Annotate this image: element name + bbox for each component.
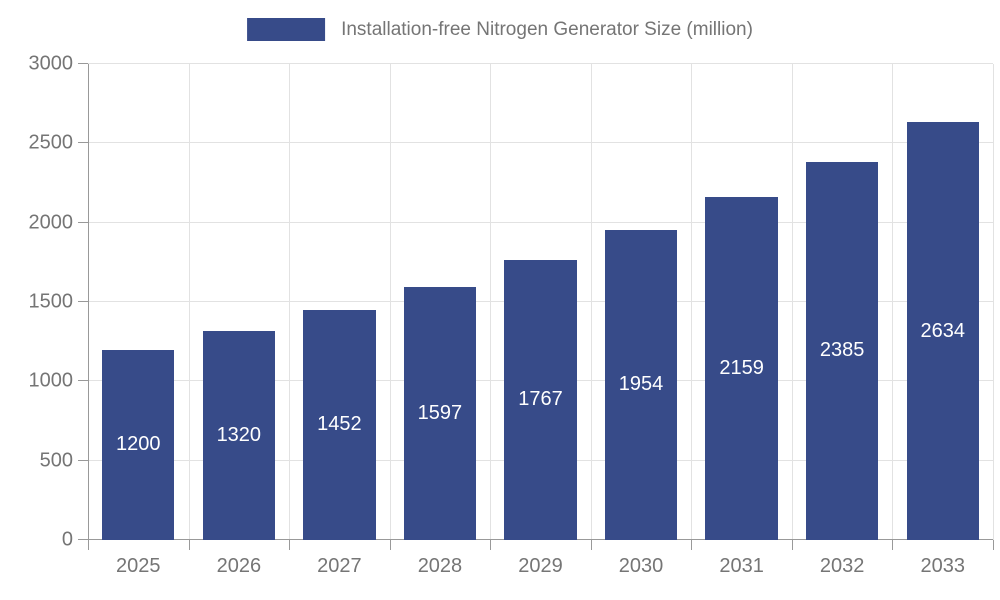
x-axis-tick-label: 2029 (518, 555, 563, 577)
y-axis-tick-label: 2500 (28, 131, 74, 154)
x-gridline (691, 64, 693, 540)
bar-2029: 1767 (504, 259, 577, 540)
y-axis-tick (78, 142, 88, 144)
legend-label: Installation-free Nitrogen Generator Siz… (341, 18, 753, 40)
y-axis-tick-label: 500 (39, 449, 73, 472)
chart-legend[interactable]: Installation-free Nitrogen Generator Siz… (247, 18, 753, 41)
bar-value-label: 1597 (417, 401, 463, 424)
bar-value-label: 1954 (618, 373, 664, 396)
bar-2032: 2385 (805, 161, 879, 540)
y-axis-tick-label: 2000 (28, 211, 74, 234)
x-axis-tick (691, 540, 693, 550)
x-axis-tick (590, 540, 592, 550)
y-axis-tick (78, 539, 88, 540)
bar-value-label: 1320 (216, 423, 262, 446)
bar-value-label: 2159 (719, 357, 764, 380)
y-axis-tick (78, 221, 88, 223)
y-axis-tick-label: 0 (61, 528, 73, 551)
x-gridline (289, 64, 291, 540)
x-axis-tick-label: 2030 (618, 555, 664, 577)
y-axis-tick-label: 1500 (28, 290, 74, 313)
x-axis-tick (389, 540, 391, 550)
plot-area: 1200 1320 1452 1597 1767 1954 2159 2385 2634 0 50… (29, 53, 994, 577)
y-gridline (88, 221, 993, 223)
y-gridline (88, 142, 993, 144)
bar-2025: 1200 (102, 349, 175, 540)
y-axis-line (88, 64, 89, 540)
x-axis-tick (791, 540, 793, 550)
bar-2030: 1954 (604, 229, 678, 540)
x-axis-tick (993, 540, 994, 550)
bar-2031: 2159 (705, 197, 778, 540)
y-axis-tick-label: 1000 (28, 369, 74, 392)
x-axis-tick (289, 540, 291, 550)
x-gridline (490, 64, 492, 540)
x-axis-tick (892, 540, 894, 550)
bar-value-label: 1452 (317, 413, 362, 436)
bar-2033: 2634 (906, 122, 979, 540)
y-axis-tick (78, 380, 88, 382)
x-axis-tick-label: 2027 (317, 555, 362, 577)
bar-2028: 1597 (403, 286, 477, 540)
x-gridline (791, 64, 793, 540)
x-axis-tick (490, 540, 492, 550)
bar-2026: 1320 (202, 330, 276, 540)
y-axis-tick (78, 301, 88, 302)
x-gridline (389, 64, 391, 540)
x-axis-tick-label: 2031 (719, 555, 764, 577)
y-axis-tick (78, 459, 88, 461)
x-axis-tick-label: 2026 (216, 555, 262, 577)
x-gridline (892, 64, 894, 540)
x-gridline (188, 64, 190, 540)
x-gridline (590, 64, 592, 540)
x-axis-tick-label: 2032 (819, 555, 865, 577)
legend-swatch (247, 18, 326, 41)
bar-value-label: 1200 (116, 433, 161, 456)
y-gridline (88, 63, 993, 64)
bar-2027: 1452 (303, 309, 376, 540)
bar-value-label: 2385 (819, 339, 865, 362)
x-axis-tick (88, 540, 89, 550)
x-axis-tick (188, 540, 190, 550)
x-axis-tick-label: 2025 (116, 555, 161, 577)
x-axis-tick-label: 2028 (417, 555, 463, 577)
bar-value-label: 2634 (920, 319, 965, 342)
bar-value-label: 1767 (518, 388, 563, 411)
x-gridline (993, 64, 994, 540)
x-axis-tick-label: 2033 (920, 555, 965, 577)
y-axis-tick (78, 63, 88, 64)
y-axis-tick-label: 3000 (28, 52, 74, 75)
